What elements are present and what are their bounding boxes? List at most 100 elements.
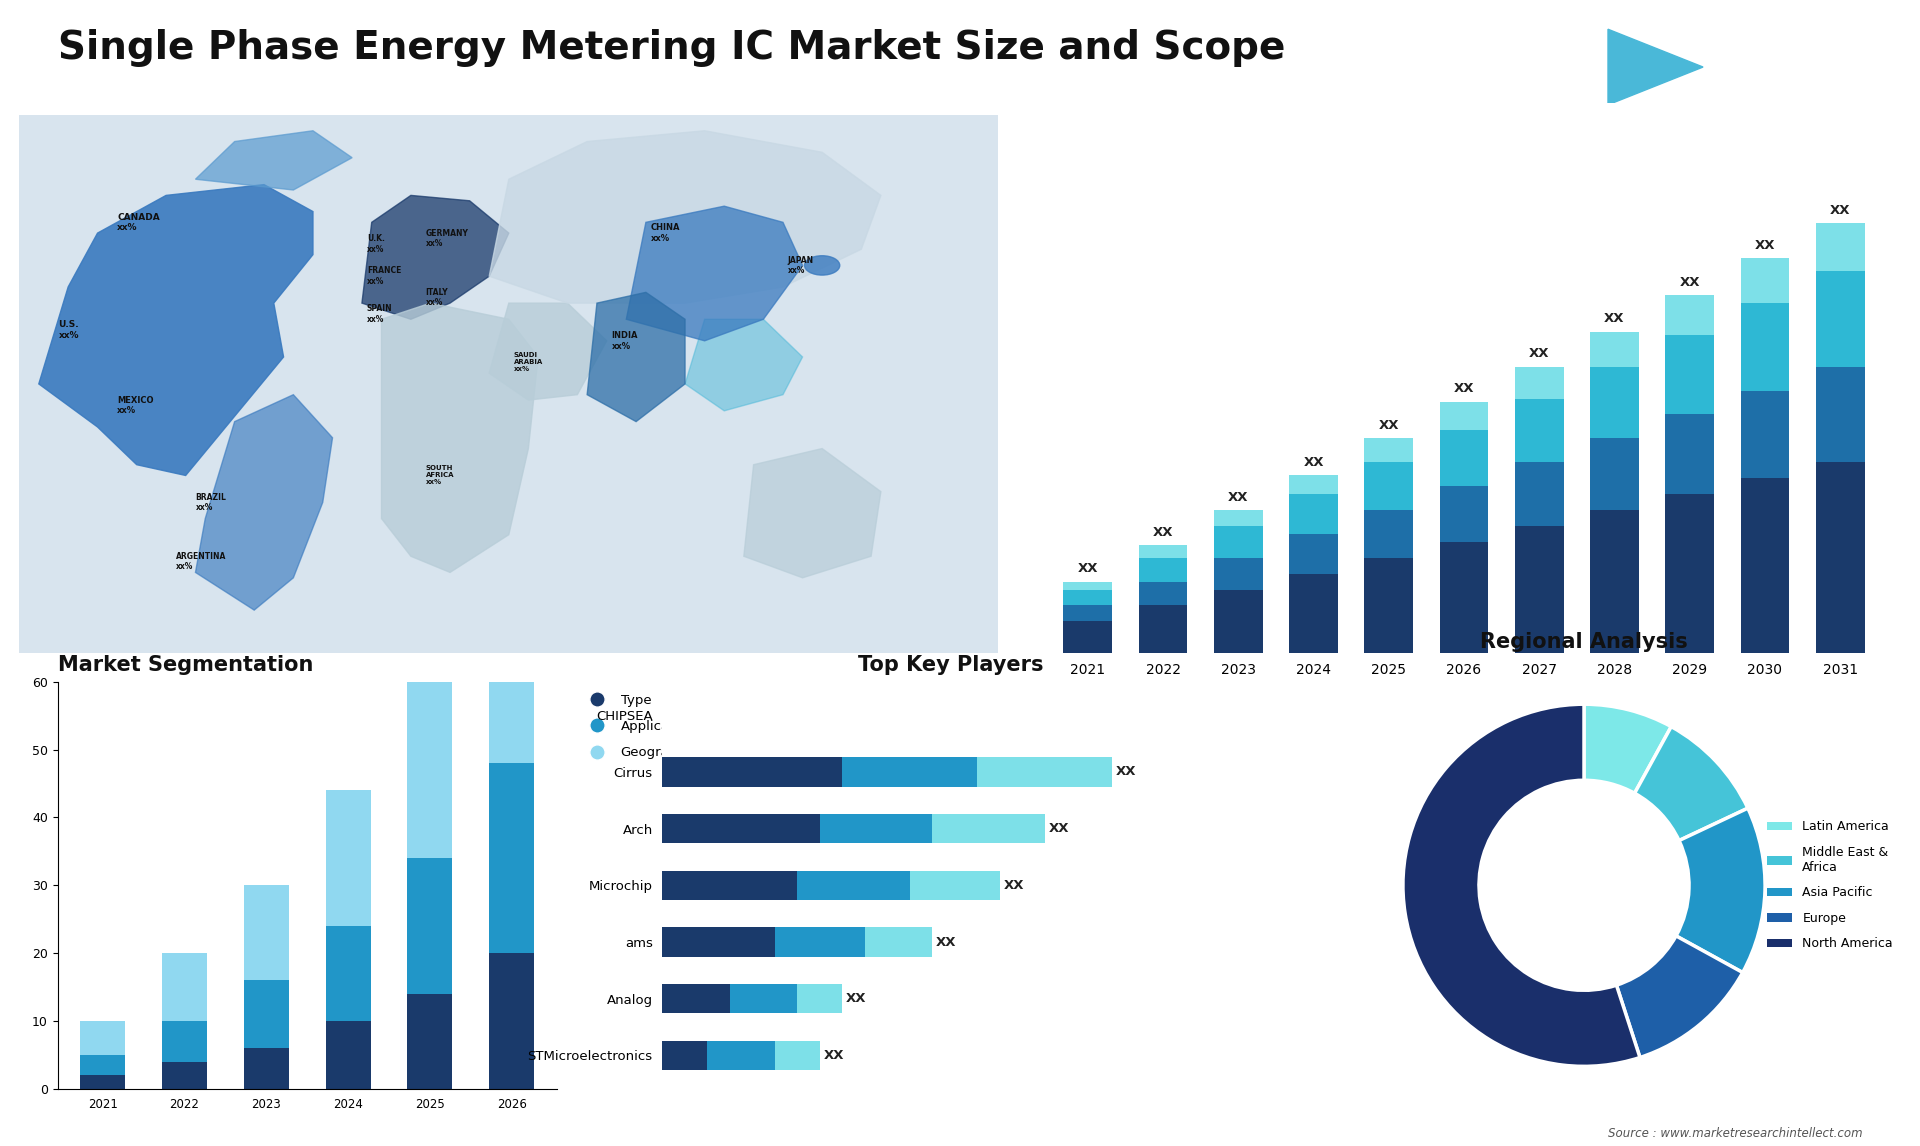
Text: XX: XX xyxy=(1048,822,1069,835)
Bar xyxy=(1590,510,1640,653)
Bar xyxy=(1064,621,1112,653)
Text: U.K.
xx%: U.K. xx% xyxy=(367,234,384,253)
Text: XX: XX xyxy=(1453,383,1475,395)
Bar xyxy=(1515,462,1563,526)
Bar xyxy=(662,758,843,786)
Text: CANADA
xx%: CANADA xx% xyxy=(117,213,159,231)
Bar xyxy=(1288,474,1338,494)
Bar xyxy=(1288,534,1338,574)
Bar xyxy=(1741,303,1789,391)
Bar xyxy=(1139,605,1187,653)
Text: XX: XX xyxy=(1077,563,1098,575)
Bar xyxy=(730,984,797,1013)
Bar xyxy=(662,1041,707,1070)
Bar xyxy=(662,984,730,1013)
Text: MEXICO
xx%: MEXICO xx% xyxy=(117,395,154,415)
Text: JAPAN
xx%: JAPAN xx% xyxy=(787,256,814,275)
Polygon shape xyxy=(1609,29,1703,104)
Text: INDIA
xx%: INDIA xx% xyxy=(612,331,637,351)
Text: SOUTH
AFRICA
xx%: SOUTH AFRICA xx% xyxy=(426,465,453,486)
Bar xyxy=(1440,542,1488,653)
Polygon shape xyxy=(743,448,881,578)
Text: XX: XX xyxy=(1229,490,1248,503)
Bar xyxy=(1816,462,1864,653)
Bar xyxy=(1064,582,1112,589)
Bar xyxy=(1665,415,1715,494)
Bar xyxy=(1365,510,1413,558)
Bar xyxy=(662,814,820,843)
Bar xyxy=(797,871,910,900)
Bar xyxy=(81,1021,125,1054)
Polygon shape xyxy=(361,196,509,320)
Wedge shape xyxy=(1676,808,1764,973)
Text: XX: XX xyxy=(1004,879,1023,892)
Polygon shape xyxy=(196,131,351,190)
Text: XX: XX xyxy=(1680,276,1699,289)
Bar xyxy=(1665,494,1715,653)
Bar xyxy=(1064,605,1112,621)
Bar xyxy=(326,1021,371,1089)
Bar xyxy=(1139,582,1187,605)
Bar xyxy=(1365,462,1413,510)
Bar xyxy=(776,1041,820,1070)
Text: SPAIN
xx%: SPAIN xx% xyxy=(367,304,392,323)
Text: XX: XX xyxy=(1152,526,1173,539)
Bar xyxy=(1213,510,1263,526)
Bar xyxy=(1139,558,1187,582)
Bar xyxy=(1816,272,1864,367)
Wedge shape xyxy=(1617,936,1743,1058)
Polygon shape xyxy=(588,292,685,422)
Bar xyxy=(662,871,797,900)
Bar xyxy=(244,1047,288,1089)
Polygon shape xyxy=(685,320,803,411)
Text: SAUDI
ARABIA
xx%: SAUDI ARABIA xx% xyxy=(515,352,543,372)
Text: BRAZIL
xx%: BRAZIL xx% xyxy=(196,493,227,512)
Bar xyxy=(864,927,933,957)
Bar xyxy=(1213,558,1263,589)
Bar xyxy=(797,984,843,1013)
Polygon shape xyxy=(626,206,803,340)
Bar xyxy=(244,885,288,980)
Bar xyxy=(662,927,776,957)
Bar xyxy=(1288,574,1338,653)
Polygon shape xyxy=(490,304,607,400)
Bar xyxy=(244,980,288,1047)
Bar xyxy=(490,763,534,953)
Text: GERMANY
xx%: GERMANY xx% xyxy=(426,229,468,249)
Text: XX: XX xyxy=(937,935,956,949)
Bar xyxy=(1665,335,1715,415)
Bar xyxy=(1440,486,1488,542)
Bar xyxy=(1816,367,1864,462)
Text: Market Segmentation: Market Segmentation xyxy=(58,654,313,675)
Bar xyxy=(1665,296,1715,335)
Bar xyxy=(910,871,1000,900)
Text: U.S.
xx%: U.S. xx% xyxy=(58,321,79,339)
Bar xyxy=(81,1054,125,1075)
Bar xyxy=(707,1041,776,1070)
Wedge shape xyxy=(1404,704,1640,1066)
Polygon shape xyxy=(490,131,881,304)
Bar xyxy=(1365,439,1413,462)
Bar xyxy=(1741,478,1789,653)
Polygon shape xyxy=(38,185,313,476)
Bar xyxy=(1440,402,1488,431)
Text: XX: XX xyxy=(1755,240,1776,252)
Bar xyxy=(776,927,864,957)
Polygon shape xyxy=(19,115,998,653)
Bar xyxy=(407,654,453,858)
Bar xyxy=(1440,431,1488,486)
Bar xyxy=(1741,391,1789,478)
Bar xyxy=(490,953,534,1089)
Text: XX: XX xyxy=(1116,766,1137,778)
Text: XX: XX xyxy=(1605,312,1624,325)
Bar xyxy=(161,1061,207,1089)
Polygon shape xyxy=(382,304,538,573)
Bar xyxy=(1590,367,1640,439)
Bar xyxy=(407,994,453,1089)
Polygon shape xyxy=(196,394,332,610)
Bar xyxy=(1590,331,1640,367)
Title: Regional Analysis: Regional Analysis xyxy=(1480,631,1688,652)
Bar xyxy=(843,758,977,786)
Text: XX: XX xyxy=(847,992,866,1005)
Text: XX: XX xyxy=(824,1049,845,1062)
